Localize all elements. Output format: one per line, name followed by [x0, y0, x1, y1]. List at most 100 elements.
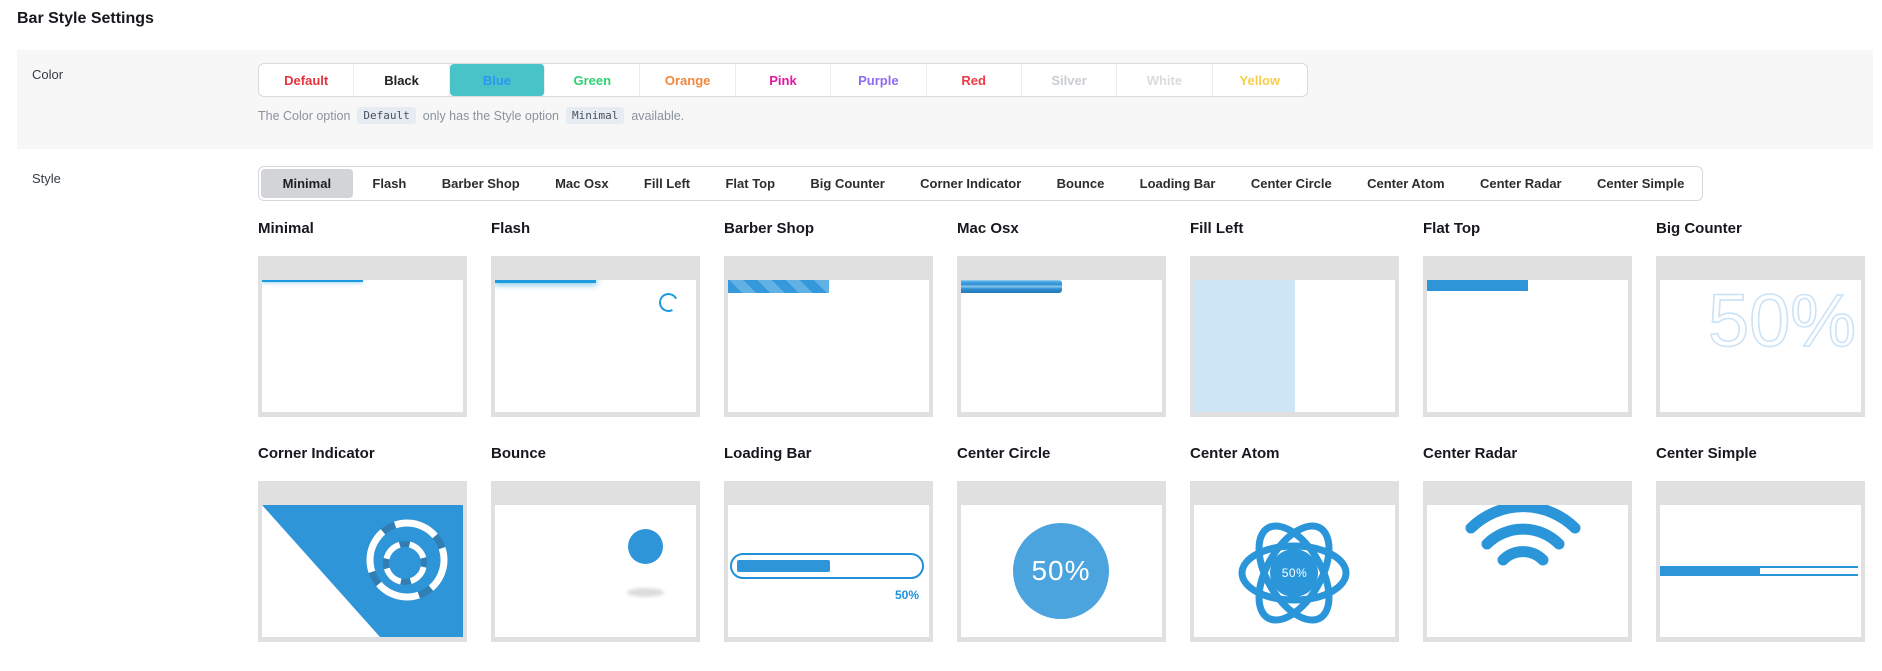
- fill-left-progress-area: [1194, 280, 1295, 412]
- color-option-blue[interactable]: Blue: [449, 64, 546, 96]
- style-card-flat-top: Flat Top: [1423, 220, 1632, 417]
- card-title-center-atom: Center Atom: [1190, 445, 1280, 462]
- preview-frame: [1423, 256, 1632, 417]
- tab-loading-bar[interactable]: Loading Bar: [1139, 176, 1216, 191]
- preview-frame: 50%: [724, 481, 933, 642]
- card-title-fill-left: Fill Left: [1190, 220, 1244, 237]
- tab-center-circle[interactable]: Center Circle: [1250, 176, 1332, 191]
- mac-osx-progress-bar: [961, 280, 1062, 293]
- note-text-3: available.: [631, 108, 685, 123]
- corner-indicator-graphic: [262, 505, 463, 637]
- card-title-minimal: Minimal: [258, 220, 314, 237]
- card-title-mac-osx: Mac Osx: [957, 220, 1019, 237]
- style-card-big-counter: Big Counter 50%: [1656, 220, 1865, 417]
- preview-frame: [1656, 481, 1865, 642]
- color-setting-label: Color: [32, 67, 64, 82]
- tab-fill-left[interactable]: Fill Left: [643, 176, 691, 191]
- style-preview-grid: Minimal Flash Barber Shop Mac Osx Fill L…: [258, 220, 1865, 642]
- tab-minimal[interactable]: Minimal: [261, 169, 353, 198]
- style-card-mac-osx: Mac Osx: [957, 220, 1166, 417]
- color-option-green[interactable]: Green: [545, 64, 641, 96]
- tab-center-simple[interactable]: Center Simple: [1596, 176, 1685, 191]
- color-option-white[interactable]: White: [1117, 64, 1213, 96]
- color-note: The Color option Default only has the St…: [258, 105, 684, 126]
- style-card-center-simple: Center Simple: [1656, 445, 1865, 642]
- tab-mac-osx[interactable]: Mac Osx: [555, 176, 609, 191]
- color-option-orange[interactable]: Orange: [640, 64, 736, 96]
- color-option-yellow[interactable]: Yellow: [1213, 64, 1307, 96]
- loading-bar-percent: 50%: [894, 588, 919, 602]
- preview-frame: [1423, 481, 1632, 642]
- preview-frame: [491, 481, 700, 642]
- center-circle-graphic: 50%: [1013, 523, 1109, 619]
- style-card-bounce: Bounce: [491, 445, 700, 642]
- preview-frame: [957, 256, 1166, 417]
- loading-bar-track: [730, 553, 924, 579]
- tab-center-atom[interactable]: Center Atom: [1367, 176, 1445, 191]
- preview-frame: [491, 256, 700, 417]
- style-card-center-atom: Center Atom 50%: [1190, 445, 1399, 642]
- center-atom-percent: 50%: [1281, 566, 1308, 580]
- card-title-corner-indicator: Corner Indicator: [258, 445, 375, 462]
- card-title-center-simple: Center Simple: [1656, 445, 1757, 462]
- card-title-big-counter: Big Counter: [1656, 220, 1742, 237]
- style-card-corner-indicator: Corner Indicator: [258, 445, 467, 642]
- card-title-bounce: Bounce: [491, 445, 547, 462]
- note-code-minimal: Minimal: [565, 107, 625, 124]
- tab-big-counter[interactable]: Big Counter: [810, 176, 885, 191]
- note-code-default: Default: [357, 107, 416, 124]
- style-tabs: Minimal Flash Barber Shop Mac Osx Fill L…: [258, 166, 1703, 201]
- big-counter-graphic: 50%: [1707, 280, 1857, 363]
- style-card-barber-shop: Barber Shop: [724, 220, 933, 417]
- style-card-center-radar: Center Radar: [1423, 445, 1632, 642]
- preview-frame: 50%: [1190, 481, 1399, 642]
- center-circle-percent: 50%: [1031, 555, 1091, 586]
- color-option-silver[interactable]: Silver: [1022, 64, 1118, 96]
- tab-flat-top[interactable]: Flat Top: [725, 176, 776, 191]
- color-segmented-control: Default Black Blue Green Orange Pink Pur…: [258, 63, 1308, 97]
- center-simple-bar: [1660, 566, 1861, 576]
- spinner-icon: [656, 290, 681, 315]
- style-card-loading-bar: Loading Bar 50%: [724, 445, 933, 642]
- color-option-default[interactable]: Default: [259, 64, 355, 96]
- style-card-flash: Flash: [491, 220, 700, 417]
- center-atom-graphic: [1238, 522, 1350, 624]
- card-title-flat-top: Flat Top: [1423, 220, 1481, 237]
- minimal-progress-bar: [262, 280, 363, 282]
- preview-frame: 50%: [957, 481, 1166, 642]
- preview-frame: [1190, 256, 1399, 417]
- preview-frame: [258, 256, 467, 417]
- center-radar-graphic: [1465, 505, 1581, 566]
- tab-flash[interactable]: Flash: [372, 176, 407, 191]
- style-card-fill-left: Fill Left: [1190, 220, 1399, 417]
- page-title: Bar Style Settings: [17, 10, 154, 27]
- card-title-flash: Flash: [491, 220, 531, 237]
- style-card-minimal: Minimal: [258, 220, 467, 417]
- bounce-ball-shadow: [627, 588, 664, 597]
- center-simple-track: [1760, 566, 1858, 576]
- note-text-1: The Color option: [258, 108, 351, 123]
- style-card-center-circle: Center Circle 50%: [957, 445, 1166, 642]
- barber-progress-bar: [728, 280, 829, 293]
- color-option-pink[interactable]: Pink: [736, 64, 832, 96]
- center-simple-fill: [1660, 566, 1760, 576]
- flat-top-progress-bar: [1427, 280, 1528, 291]
- preview-frame: 50%: [1656, 256, 1865, 417]
- color-option-black[interactable]: Black: [354, 64, 450, 96]
- preview-frame: [258, 481, 467, 642]
- tab-bounce[interactable]: Bounce: [1056, 176, 1105, 191]
- color-option-red[interactable]: Red: [927, 64, 1022, 96]
- color-setting-row: Color Default Black Blue Green Orange Pi…: [17, 50, 1873, 149]
- loading-bar-fill: [737, 560, 830, 572]
- note-text-2: only has the Style option: [422, 108, 559, 123]
- card-title-center-radar: Center Radar: [1423, 445, 1518, 462]
- tab-corner-indicator[interactable]: Corner Indicator: [920, 176, 1022, 191]
- tab-center-radar[interactable]: Center Radar: [1479, 176, 1562, 191]
- bounce-ball: [628, 529, 663, 564]
- card-title-center-circle: Center Circle: [957, 445, 1051, 462]
- tab-barber-shop[interactable]: Barber Shop: [441, 176, 520, 191]
- flash-progress-bar: [495, 280, 596, 283]
- color-option-purple[interactable]: Purple: [831, 64, 927, 96]
- card-title-barber-shop: Barber Shop: [724, 220, 815, 237]
- card-title-loading-bar: Loading Bar: [724, 445, 812, 462]
